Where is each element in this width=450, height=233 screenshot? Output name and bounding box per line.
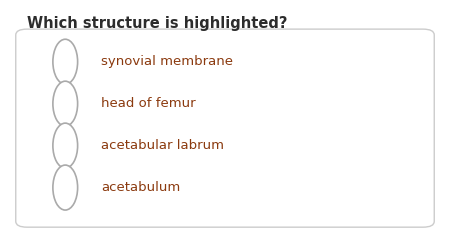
Text: Which structure is highlighted?: Which structure is highlighted?: [27, 16, 288, 31]
Text: acetabulum: acetabulum: [101, 181, 180, 194]
Text: acetabular labrum: acetabular labrum: [101, 139, 224, 152]
Ellipse shape: [53, 123, 77, 168]
FancyBboxPatch shape: [16, 29, 434, 227]
Ellipse shape: [53, 81, 77, 126]
Ellipse shape: [53, 39, 77, 84]
Text: head of femur: head of femur: [101, 97, 196, 110]
Text: synovial membrane: synovial membrane: [101, 55, 233, 68]
Ellipse shape: [53, 165, 77, 210]
